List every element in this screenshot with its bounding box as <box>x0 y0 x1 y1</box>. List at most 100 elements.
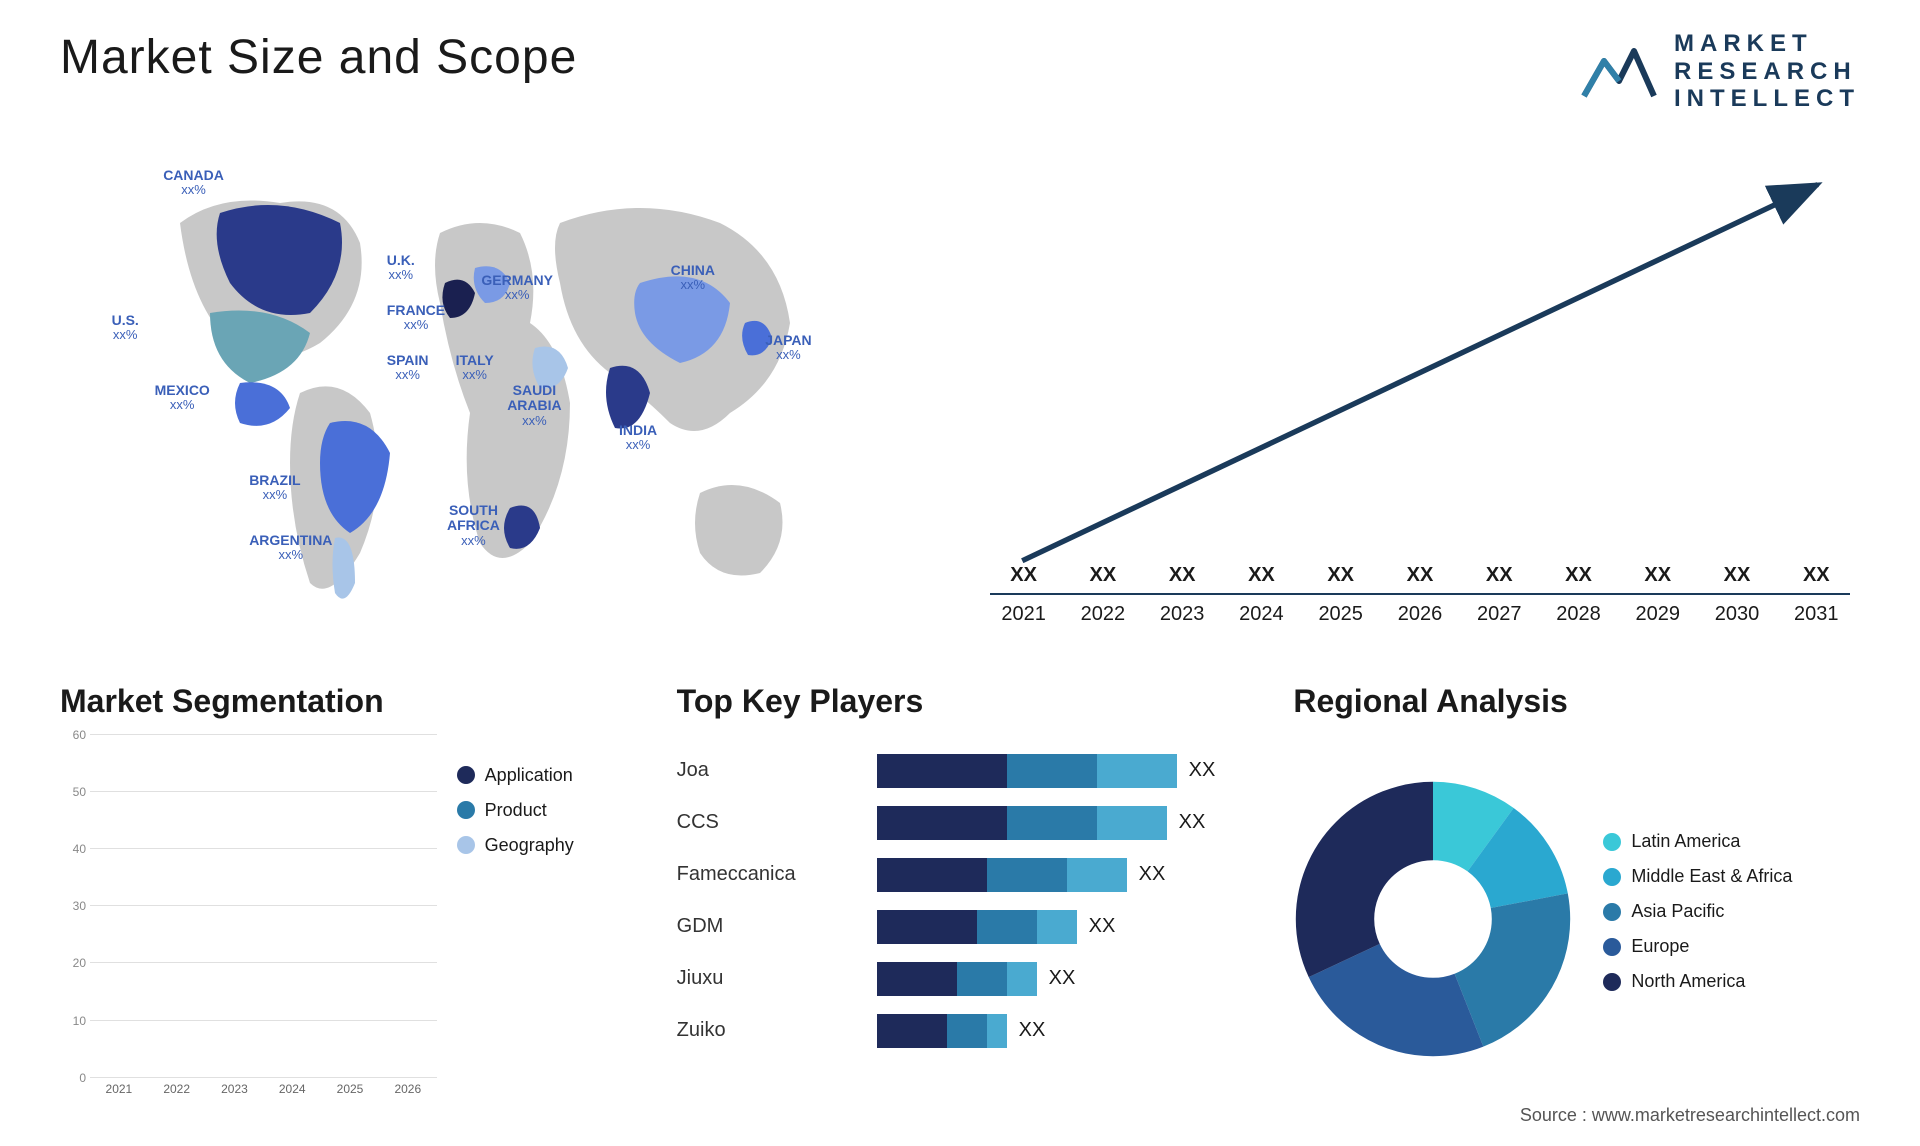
seg-year-label: 2021 <box>94 1078 144 1103</box>
growth-bar: XX <box>1624 564 1691 593</box>
map-mexico <box>235 382 290 426</box>
map-label: GERMANYxx% <box>481 273 553 303</box>
kp-value: XX <box>1019 1019 1046 1042</box>
keyplayers-title: Top Key Players <box>677 683 1244 720</box>
growth-bar: XX <box>1466 564 1533 593</box>
kp-value: XX <box>1139 863 1166 886</box>
logo-icon <box>1579 36 1659 106</box>
growth-bar: XX <box>1228 564 1295 593</box>
growth-year-label: 2026 <box>1386 595 1453 633</box>
map-label: SAUDIARABIAxx% <box>507 383 561 428</box>
seg-year-label: 2026 <box>383 1078 433 1103</box>
growth-bar-label: XX <box>1407 564 1434 587</box>
logo-line3: INTELLECT <box>1674 85 1860 112</box>
legend-item: Geography <box>457 835 627 856</box>
seg-year-label: 2024 <box>267 1078 317 1103</box>
legend-item: Product <box>457 800 627 821</box>
map-label: CANADAxx% <box>163 168 224 198</box>
kp-name: Jiuxu <box>677 953 857 1005</box>
logo-line2: RESEARCH <box>1674 58 1857 85</box>
growth-bar-label: XX <box>1644 564 1671 587</box>
brand-logo: MARKET RESEARCH INTELLECT <box>1579 30 1860 113</box>
growth-bar-label: XX <box>1803 564 1830 587</box>
regional-panel: Regional Analysis Latin AmericaMiddle Ea… <box>1293 683 1860 1103</box>
regional-donut <box>1293 779 1573 1059</box>
growth-bar: XX <box>1386 564 1453 593</box>
growth-year-label: 2024 <box>1228 595 1295 633</box>
legend-item: North America <box>1603 971 1860 992</box>
growth-bar: XX <box>1783 564 1850 593</box>
growth-bar-label: XX <box>1169 564 1196 587</box>
kp-name: CCS <box>677 797 857 849</box>
growth-bar: XX <box>1545 564 1612 593</box>
growth-year-label: 2028 <box>1545 595 1612 633</box>
map-label: INDIAxx% <box>619 423 657 453</box>
kp-name: GDM <box>677 901 857 953</box>
page-title: Market Size and Scope <box>60 30 577 85</box>
growth-year-label: 2022 <box>1069 595 1136 633</box>
growth-year-label: 2021 <box>990 595 1057 633</box>
keyplayers-names: JoaCCSFameccanicaGDMJiuxuZuiko <box>677 735 857 1103</box>
growth-year-label: 2025 <box>1307 595 1374 633</box>
seg-y-tick: 50 <box>73 785 86 799</box>
growth-bar-label: XX <box>1486 564 1513 587</box>
legend-item: Middle East & Africa <box>1603 866 1860 887</box>
growth-bar-label: XX <box>1090 564 1117 587</box>
logo-line1: MARKET <box>1674 30 1813 57</box>
source-line: Source : www.marketresearchintellect.com <box>1520 1105 1860 1126</box>
growth-bar-label: XX <box>1724 564 1751 587</box>
growth-bar: XX <box>990 564 1057 593</box>
map-label: JAPANxx% <box>765 333 811 363</box>
seg-y-tick: 40 <box>73 842 86 856</box>
kp-value: XX <box>1089 915 1116 938</box>
growth-bar-label: XX <box>1565 564 1592 587</box>
growth-bar: XX <box>1069 564 1136 593</box>
seg-year-label: 2025 <box>325 1078 375 1103</box>
kp-name: Joa <box>677 745 857 797</box>
kp-row: XX <box>877 953 1244 1005</box>
growth-bar: XX <box>1703 564 1770 593</box>
kp-value: XX <box>1049 967 1076 990</box>
seg-y-tick: 60 <box>73 728 86 742</box>
map-label: MEXICOxx% <box>155 383 210 413</box>
map-label: SOUTHAFRICAxx% <box>447 503 500 548</box>
legend-item: Application <box>457 765 627 786</box>
kp-row: XX <box>877 797 1244 849</box>
keyplayers-bars: XX XX XX XX XX XX <box>877 735 1244 1103</box>
growth-bar-label: XX <box>1010 564 1037 587</box>
growth-year-label: 2027 <box>1466 595 1533 633</box>
kp-row: XX <box>877 849 1244 901</box>
segmentation-title: Market Segmentation <box>60 683 627 720</box>
growth-year-label: 2030 <box>1703 595 1770 633</box>
map-label: FRANCExx% <box>387 303 445 333</box>
growth-year-label: 2031 <box>1783 595 1850 633</box>
growth-bar: XX <box>1307 564 1374 593</box>
legend-item: Latin America <box>1603 831 1860 852</box>
growth-chart-panel: XXXXXXXXXXXXXXXXXXXXXX 20212022202320242… <box>980 143 1860 643</box>
kp-value: XX <box>1189 759 1216 782</box>
kp-row: XX <box>877 1005 1244 1057</box>
regional-legend: Latin America Middle East & Africa Asia Pa… <box>1603 831 1860 1006</box>
map-label: ITALYxx% <box>456 353 494 383</box>
growth-bar: XX <box>1149 564 1216 593</box>
segmentation-legend: Application Product Geography <box>457 735 627 1103</box>
kp-name: Zuiko <box>677 1005 857 1057</box>
growth-bar-label: XX <box>1248 564 1275 587</box>
segmentation-panel: Market Segmentation 0 10 20 30 40 50 60 2021 20… <box>60 683 627 1103</box>
kp-row: XX <box>877 745 1244 797</box>
seg-y-tick: 20 <box>73 956 86 970</box>
seg-year-label: 2023 <box>210 1078 260 1103</box>
map-label: BRAZILxx% <box>249 473 300 503</box>
seg-y-tick: 0 <box>79 1071 86 1085</box>
keyplayers-panel: Top Key Players JoaCCSFameccanicaGDMJiux… <box>677 683 1244 1103</box>
seg-y-tick: 30 <box>73 899 86 913</box>
map-label: ARGENTINAxx% <box>249 533 332 563</box>
seg-y-tick: 10 <box>73 1014 86 1028</box>
kp-value: XX <box>1179 811 1206 834</box>
kp-name: Fameccanica <box>677 849 857 901</box>
map-label: U.K.xx% <box>387 253 415 283</box>
map-label: SPAINxx% <box>387 353 429 383</box>
map-label: CHINAxx% <box>671 263 715 293</box>
growth-year-label: 2029 <box>1624 595 1691 633</box>
legend-item: Asia Pacific <box>1603 901 1860 922</box>
